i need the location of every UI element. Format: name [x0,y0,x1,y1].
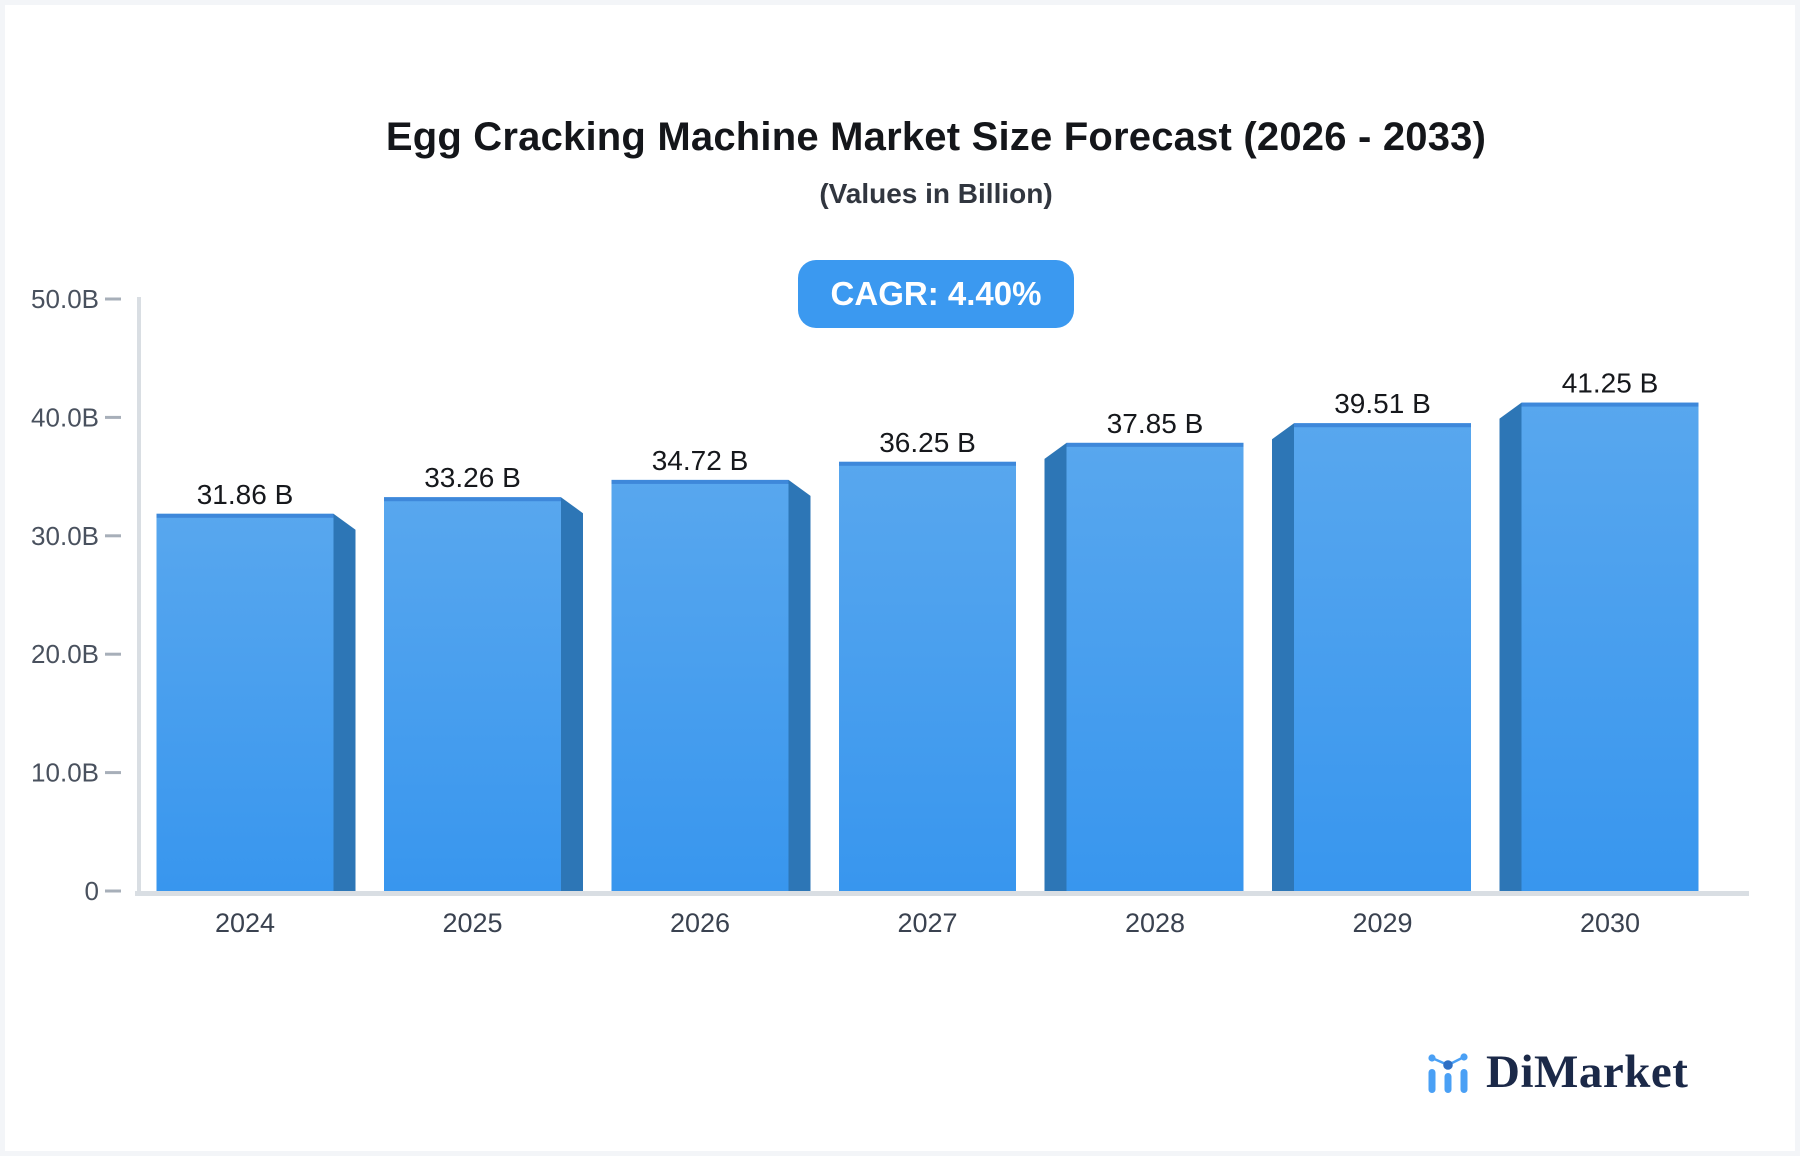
x-axis-line [135,891,1749,896]
x-tick-label-2029: 2029 [1352,908,1412,938]
dimarket-logo-icon [1428,1053,1468,1093]
bar-side-2025 [561,497,583,891]
x-tick-label-2025: 2025 [442,908,502,938]
y-tick-mark [105,297,121,301]
bar-2029[interactable] [1294,423,1471,891]
bar-chart-plot: 0 10.0B 20.0B 30.0B 40.0B 50.0B 31.86 B 2024 33.… [31,284,1749,938]
x-tick-label-2027: 2027 [897,908,957,938]
y-tick-label: 50.0B [31,284,99,314]
y-tick-label: 10.0B [31,758,99,788]
bar-side-2030 [1499,402,1522,891]
bar-2030[interactable] [1521,402,1699,891]
bar-2026[interactable] [611,479,789,891]
bar-2027[interactable] [839,461,1016,891]
y-tick-label: 20.0B [31,639,99,669]
bar-top-edge-2026 [611,479,789,484]
y-tick-mark [105,415,121,419]
y-tick-mark [105,534,121,538]
bar-side-2029 [1272,423,1294,891]
bar-2024[interactable] [156,513,334,891]
bar-top-edge-2024 [156,513,334,518]
bar-side-2024 [333,513,356,891]
y-tick-mark [105,652,121,656]
cagr-badge: CAGR: 4.40% [797,260,1075,328]
x-tick-label-2028: 2028 [1125,908,1185,938]
bar-2025[interactable] [384,497,561,891]
chart-header: Egg Cracking Machine Market Size Forecas… [77,5,1795,328]
bar-top-edge-2025 [384,497,561,502]
bar-value-label-2024: 31.86 B [197,479,294,510]
bar-top-edge-2027 [839,461,1016,466]
y-tick-label: 40.0B [31,402,99,432]
x-tick-label-2024: 2024 [215,908,275,938]
bar-value-label-2029: 39.51 B [1334,388,1431,419]
bar-top-edge-2028 [1066,442,1244,447]
y-axis-line [137,297,141,895]
bar-2028[interactable] [1066,442,1244,891]
bar-side-2026 [788,479,811,891]
brand-logo: DiMarket [1425,1045,1688,1099]
brand-name: DiMarket [1486,1046,1689,1098]
bar-value-label-2028: 37.85 B [1107,408,1204,439]
chart-subtitle: (Values in Billion) [819,178,1053,209]
bar-side-2028 [1044,442,1067,891]
chart-title: Egg Cracking Machine Market Size Forecas… [385,115,1487,159]
bar-top-edge-2030 [1521,402,1699,407]
bar-top-edge-2029 [1294,423,1471,428]
y-tick-mark [105,771,121,775]
y-tick-label: 0 [85,876,99,906]
y-tick-label: 30.0B [31,521,99,551]
bar-value-label-2026: 34.72 B [652,445,749,476]
bar-value-label-2025: 33.26 B [424,462,521,493]
bar-value-label-2030: 41.25 B [1562,368,1659,399]
x-tick-label-2030: 2030 [1580,908,1640,938]
y-tick-mark [105,889,121,893]
bar-value-label-2027: 36.25 B [879,427,976,458]
x-tick-label-2026: 2026 [670,908,730,938]
